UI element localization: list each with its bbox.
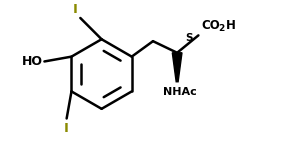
Text: H: H [225, 19, 235, 32]
Text: I: I [64, 122, 69, 135]
Text: CO: CO [201, 19, 220, 32]
Text: S: S [185, 33, 192, 43]
Text: NHAc: NHAc [163, 87, 197, 97]
Text: I: I [73, 3, 78, 16]
Polygon shape [172, 53, 182, 82]
Text: 2: 2 [219, 24, 225, 34]
Text: HO: HO [22, 55, 42, 68]
